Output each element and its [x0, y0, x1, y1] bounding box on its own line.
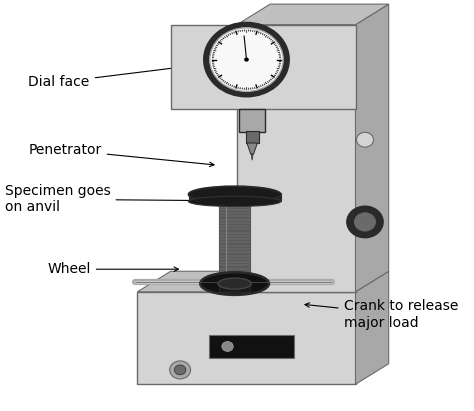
- Text: Wheel: Wheel: [47, 262, 179, 276]
- Circle shape: [222, 342, 233, 351]
- Bar: [171, 25, 356, 109]
- Polygon shape: [356, 271, 389, 384]
- Polygon shape: [237, 4, 389, 25]
- Ellipse shape: [188, 196, 281, 206]
- Circle shape: [205, 23, 288, 96]
- Bar: [137, 292, 356, 384]
- Ellipse shape: [218, 278, 251, 289]
- Circle shape: [170, 361, 191, 379]
- Circle shape: [244, 58, 249, 62]
- Polygon shape: [356, 4, 389, 292]
- Ellipse shape: [188, 186, 281, 203]
- Polygon shape: [247, 143, 257, 154]
- Circle shape: [347, 206, 383, 238]
- Ellipse shape: [200, 272, 269, 295]
- Bar: [209, 335, 294, 358]
- Text: Crank to release
major load: Crank to release major load: [305, 299, 458, 330]
- Text: Specimen goes
on anvil: Specimen goes on anvil: [5, 184, 202, 215]
- Circle shape: [174, 365, 186, 375]
- Bar: [237, 25, 356, 292]
- Bar: [219, 283, 250, 292]
- Circle shape: [355, 213, 375, 231]
- Circle shape: [356, 132, 374, 147]
- Bar: [219, 201, 250, 284]
- Polygon shape: [137, 271, 389, 292]
- Polygon shape: [251, 154, 253, 160]
- Text: Dial face: Dial face: [28, 62, 205, 89]
- Text: Penetrator: Penetrator: [28, 143, 214, 166]
- Bar: [246, 131, 259, 143]
- Bar: [239, 109, 265, 132]
- Circle shape: [210, 28, 283, 91]
- Bar: [189, 193, 281, 201]
